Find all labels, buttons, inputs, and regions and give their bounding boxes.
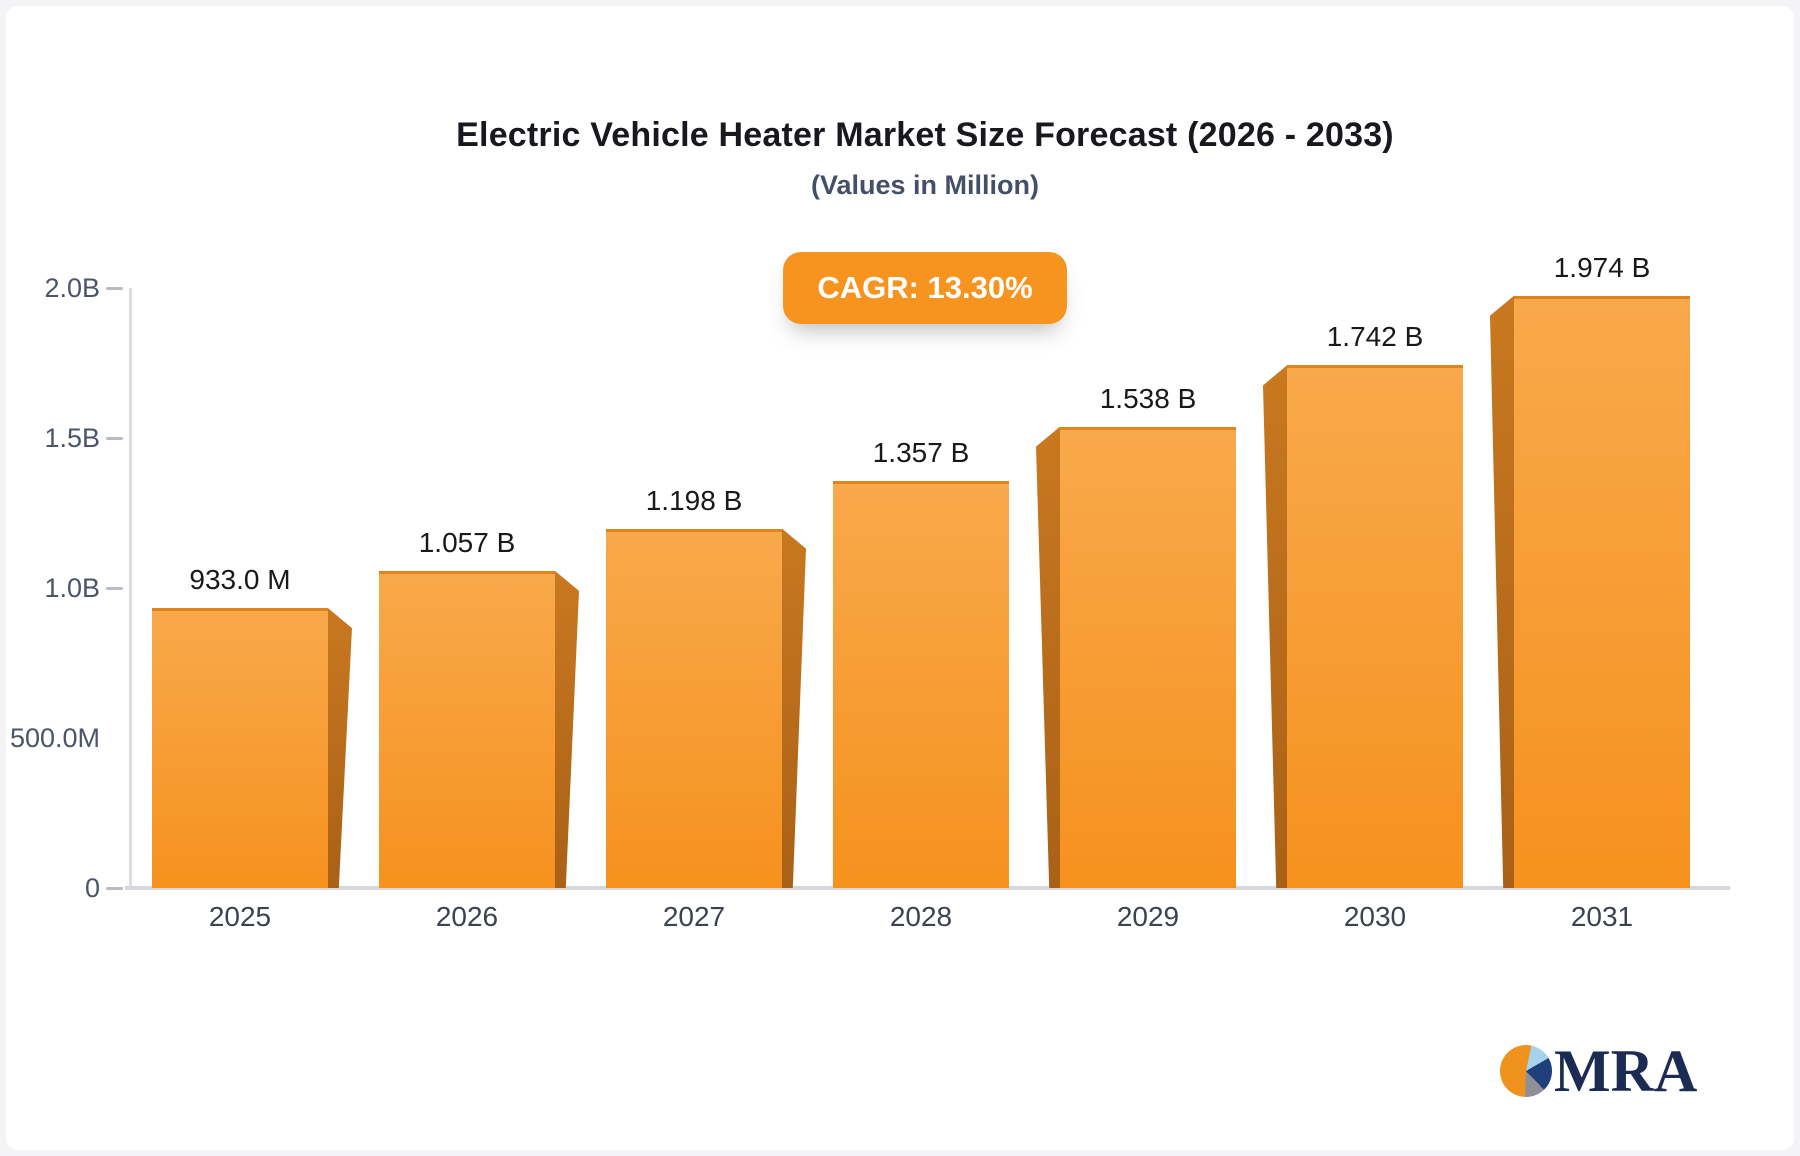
bar-2027-side-face (782, 528, 806, 888)
y-axis-line (129, 288, 132, 888)
bar-2029[interactable] (1060, 426, 1236, 888)
y-tick-mark (106, 887, 123, 890)
y-tick-label: 0 (84, 873, 100, 903)
bar-2025[interactable] (152, 608, 328, 888)
x-axis-label-2030: 2030 (1343, 901, 1407, 932)
bar-value-label-2030: 1.742 B (1326, 321, 1424, 353)
x-axis-line (125, 886, 1730, 890)
bar-2031-side-face (1490, 295, 1514, 888)
x-axis-label-2029: 2029 (1116, 901, 1180, 932)
bar-value-label-2025: 933.0 M (189, 564, 291, 596)
bar-value-label-2031: 1.974 B (1553, 251, 1651, 283)
y-tick-label: 1.0B (44, 573, 100, 603)
pie-chart-logo-icon (1500, 1045, 1552, 1097)
logo-text: MRA (1554, 1037, 1698, 1104)
y-tick-label: 1.5B (44, 423, 100, 453)
bar-2025-side-face (328, 608, 352, 888)
bar-value-label-2027: 1.198 B (645, 484, 743, 516)
cagr-badge-label: CAGR: 13.30% (817, 270, 1033, 305)
bar-2030[interactable] (1287, 365, 1463, 888)
y-tick-label: 500.0M (9, 723, 100, 753)
bar-2029-side-face (1036, 426, 1060, 888)
bar-value-label-2026: 1.057 B (418, 526, 516, 558)
bar-2026[interactable] (379, 570, 555, 888)
chart-title: Electric Vehicle Heater Market Size Fore… (456, 116, 1394, 154)
bar-2027[interactable] (606, 528, 782, 888)
bar-2028[interactable] (833, 480, 1009, 888)
y-tick-mark (106, 287, 123, 290)
x-axis-label-2026: 2026 (435, 901, 499, 932)
y-tick-mark (106, 437, 123, 440)
x-axis-label-2027: 2027 (662, 901, 726, 932)
chart-subtitle: (Values in Million) (810, 170, 1040, 200)
bar-value-label-2028: 1.357 B (872, 436, 970, 468)
x-axis-label-2028: 2028 (889, 901, 953, 932)
bar-2031[interactable] (1514, 295, 1690, 888)
x-axis-label-2031: 2031 (1570, 901, 1634, 932)
y-tick-mark (106, 587, 123, 590)
brand-logo[interactable]: MRA (1500, 1036, 1760, 1106)
bar-2026-side-face (555, 570, 579, 888)
x-axis-label-2025: 2025 (208, 901, 272, 932)
bar-2030-side-face (1263, 365, 1287, 888)
cagr-badge[interactable]: CAGR: 13.30% (783, 252, 1067, 324)
y-tick-label: 2.0B (44, 273, 100, 303)
bar-value-label-2029: 1.538 B (1099, 382, 1197, 414)
